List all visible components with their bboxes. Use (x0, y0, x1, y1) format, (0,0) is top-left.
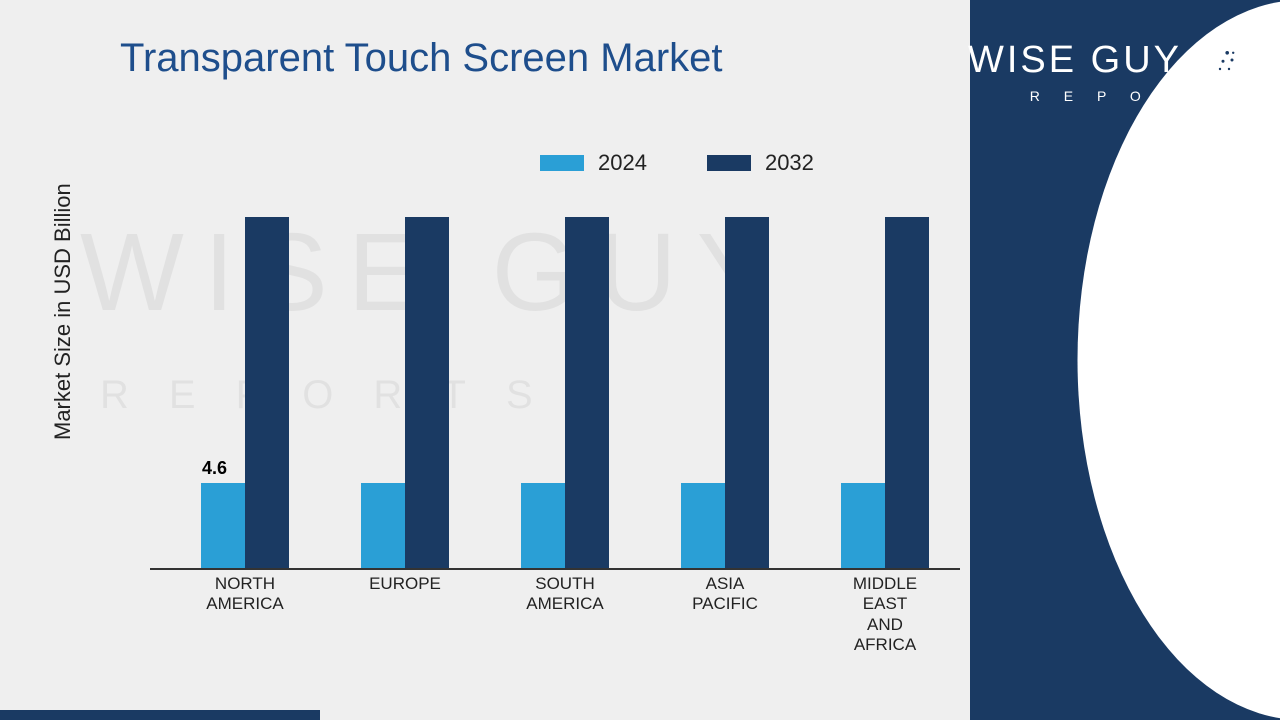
bar-2024 (201, 483, 245, 568)
category-label: MIDDLEEASTANDAFRICA (815, 574, 955, 656)
logo-sub-text: R E P O R T S (968, 88, 1250, 104)
category-label: ASIAPACIFIC (655, 574, 795, 615)
category-label: SOUTHAMERICA (495, 574, 635, 615)
logo-main-text: WISE GUY (968, 39, 1182, 82)
bar-2024 (521, 483, 565, 568)
legend-item-2024: 2024 (540, 150, 647, 176)
bar-2032 (565, 217, 609, 569)
brand-logo: WISE GUY R E P O R T S (968, 30, 1250, 104)
chart-area: Market Size in USD Billion 2024 2032 4.6… (60, 150, 960, 690)
footer-accent-bar (0, 710, 320, 720)
legend-item-2032: 2032 (707, 150, 814, 176)
legend-swatch-2024 (540, 155, 584, 171)
legend-label-2024: 2024 (598, 150, 647, 176)
legend: 2024 2032 (540, 150, 814, 176)
head-icon (1190, 30, 1250, 90)
bar-group: SOUTHAMERICA (510, 198, 620, 568)
bar-2024 (361, 483, 405, 568)
plot-region: 4.6NORTHAMERICA EUROPE SOUTHAMERICA ASIAPAC… (150, 200, 960, 570)
bar-2032 (405, 217, 449, 569)
bar-2032 (885, 217, 929, 569)
value-label: 4.6 (202, 458, 227, 479)
bar-2032 (245, 217, 289, 569)
category-label: EUROPE (335, 574, 475, 594)
bar-group: 4.6NORTHAMERICA (190, 198, 300, 568)
y-axis-label: Market Size in USD Billion (50, 183, 76, 440)
page-root: WISE GUY REPORTS WISE GUY R E P O R T S … (0, 0, 1280, 720)
chart-title: Transparent Touch Screen Market (120, 36, 723, 81)
bar-group: MIDDLEEASTANDAFRICA (830, 198, 940, 568)
bar-group: EUROPE (350, 198, 460, 568)
bar-2032 (725, 217, 769, 569)
bar-2024 (841, 483, 885, 568)
bar-group: ASIAPACIFIC (670, 198, 780, 568)
bar-2024 (681, 483, 725, 568)
legend-swatch-2032 (707, 155, 751, 171)
legend-label-2032: 2032 (765, 150, 814, 176)
category-label: NORTHAMERICA (175, 574, 315, 615)
